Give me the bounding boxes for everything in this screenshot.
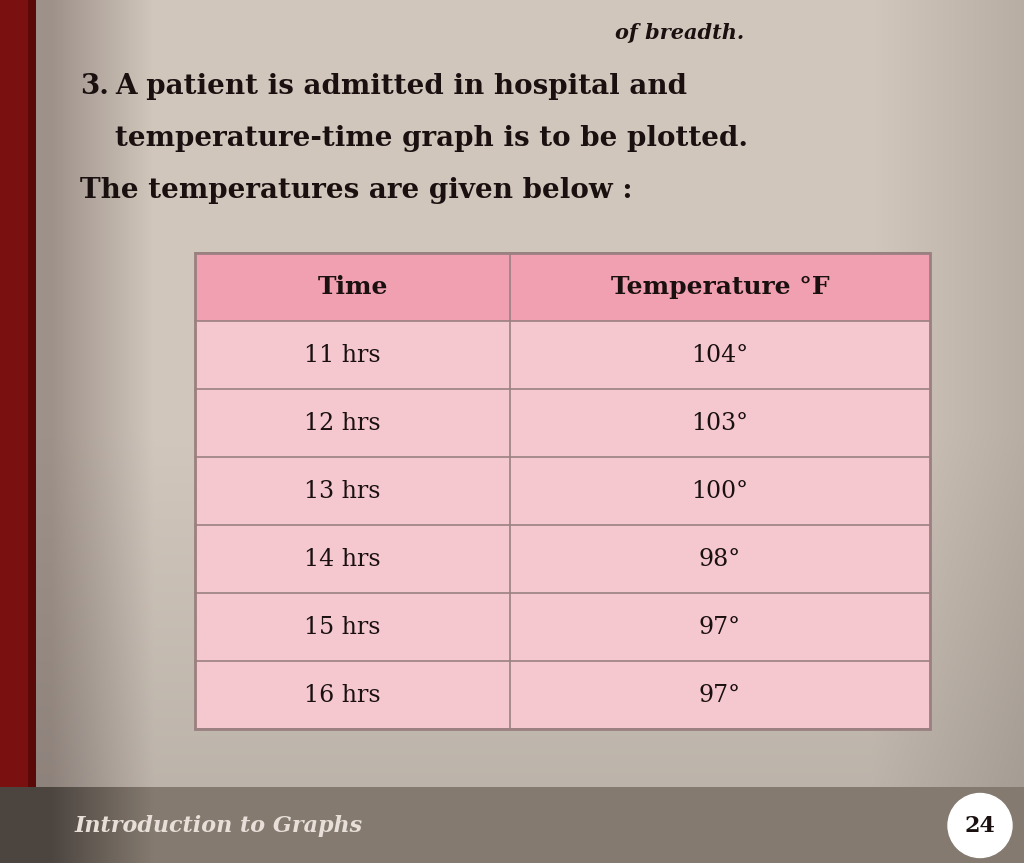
Bar [195,525,930,593]
Bar [28,0,36,863]
Text: 103°: 103° [691,412,749,434]
Text: 97°: 97° [699,615,741,639]
Text: 100°: 100° [691,480,749,502]
Bar [195,389,930,457]
Text: Temperature °F: Temperature °F [610,275,829,299]
Text: 24: 24 [965,815,995,836]
Bar [0,0,28,863]
Bar [195,253,930,321]
Bar [195,661,930,729]
Circle shape [948,793,1012,858]
Text: A patient is admitted in hospital and: A patient is admitted in hospital and [115,73,687,100]
Text: 12 hrs: 12 hrs [304,412,381,434]
Text: The temperatures are given below :: The temperatures are given below : [80,177,633,204]
Text: 11 hrs: 11 hrs [304,343,381,367]
Text: 98°: 98° [699,547,741,570]
Text: Time: Time [317,275,388,299]
Text: temperature-time graph is to be plotted.: temperature-time graph is to be plotted. [115,125,748,152]
Bar [195,457,930,525]
Text: of breadth.: of breadth. [615,23,744,43]
Text: 14 hrs: 14 hrs [304,547,381,570]
Text: 97°: 97° [699,683,741,707]
Text: 3.: 3. [80,73,109,100]
Text: Introduction to Graphs: Introduction to Graphs [75,815,364,836]
Text: 13 hrs: 13 hrs [304,480,381,502]
Text: 15 hrs: 15 hrs [304,615,381,639]
Text: 104°: 104° [691,343,749,367]
Bar [195,593,930,661]
Bar [195,253,930,729]
Bar [195,321,930,389]
Text: 16 hrs: 16 hrs [304,683,381,707]
